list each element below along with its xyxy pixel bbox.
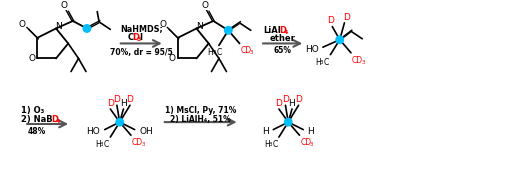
Text: 3: 3 bbox=[361, 60, 365, 65]
Text: H: H bbox=[96, 140, 101, 149]
Text: H: H bbox=[289, 99, 296, 108]
Text: 3: 3 bbox=[269, 142, 272, 147]
Text: D: D bbox=[113, 95, 120, 104]
Text: HO: HO bbox=[87, 127, 100, 136]
Text: C: C bbox=[216, 48, 222, 57]
Text: O: O bbox=[202, 1, 208, 10]
Text: 1) MsCl, Py, 71%: 1) MsCl, Py, 71% bbox=[164, 106, 236, 115]
Text: H: H bbox=[262, 127, 269, 136]
Text: CD: CD bbox=[300, 138, 311, 147]
Circle shape bbox=[225, 27, 232, 34]
Text: LiAl: LiAl bbox=[263, 26, 281, 35]
Text: CD: CD bbox=[352, 56, 363, 65]
Text: C: C bbox=[272, 140, 278, 149]
Text: CD: CD bbox=[132, 138, 143, 147]
Text: 4: 4 bbox=[284, 30, 288, 35]
Text: 3: 3 bbox=[213, 50, 216, 55]
Text: O: O bbox=[28, 54, 35, 63]
Text: H: H bbox=[120, 99, 127, 108]
Text: H: H bbox=[307, 127, 314, 136]
Text: NaHMDS;: NaHMDS; bbox=[120, 24, 163, 33]
Text: 1) O₃: 1) O₃ bbox=[22, 106, 45, 115]
Text: H: H bbox=[264, 140, 270, 149]
Text: D: D bbox=[276, 99, 282, 108]
Text: D: D bbox=[132, 33, 139, 42]
Circle shape bbox=[285, 118, 292, 126]
Text: D: D bbox=[282, 95, 289, 104]
Text: C: C bbox=[127, 33, 133, 42]
Circle shape bbox=[336, 36, 343, 43]
Text: 3: 3 bbox=[100, 142, 103, 147]
Text: 65%: 65% bbox=[274, 46, 291, 55]
Text: HO: HO bbox=[305, 45, 319, 54]
Text: C: C bbox=[104, 140, 109, 149]
Text: N: N bbox=[56, 22, 62, 31]
Text: D: D bbox=[107, 99, 114, 108]
Text: D: D bbox=[327, 16, 334, 26]
Text: 3: 3 bbox=[141, 142, 145, 147]
Text: N: N bbox=[196, 22, 203, 31]
Text: OH: OH bbox=[139, 127, 153, 136]
Text: O: O bbox=[159, 20, 166, 29]
Text: 2) NaB: 2) NaB bbox=[22, 115, 53, 124]
Text: 4: 4 bbox=[56, 119, 60, 124]
Text: O: O bbox=[19, 20, 26, 29]
Text: D: D bbox=[51, 115, 58, 124]
Text: 48%: 48% bbox=[28, 127, 46, 136]
Text: I: I bbox=[139, 33, 142, 42]
Text: 3: 3 bbox=[136, 37, 141, 42]
Text: C: C bbox=[324, 58, 329, 67]
Text: 70%, dr = 95/5: 70%, dr = 95/5 bbox=[110, 48, 173, 57]
Text: O: O bbox=[169, 54, 176, 63]
Text: 3: 3 bbox=[250, 50, 254, 55]
Text: 2) LiAlH₄, 51%: 2) LiAlH₄, 51% bbox=[170, 115, 230, 124]
Text: D: D bbox=[343, 13, 350, 22]
Text: H: H bbox=[316, 58, 321, 67]
Text: 3: 3 bbox=[320, 60, 323, 65]
Circle shape bbox=[116, 118, 123, 126]
Text: D: D bbox=[127, 95, 133, 104]
Text: ether: ether bbox=[270, 34, 296, 43]
Text: O: O bbox=[61, 1, 68, 10]
Text: D: D bbox=[295, 95, 302, 104]
Text: D: D bbox=[279, 26, 286, 35]
Text: H: H bbox=[208, 48, 214, 57]
Text: 3: 3 bbox=[310, 142, 313, 147]
Text: CD: CD bbox=[240, 46, 251, 55]
Circle shape bbox=[83, 25, 91, 32]
